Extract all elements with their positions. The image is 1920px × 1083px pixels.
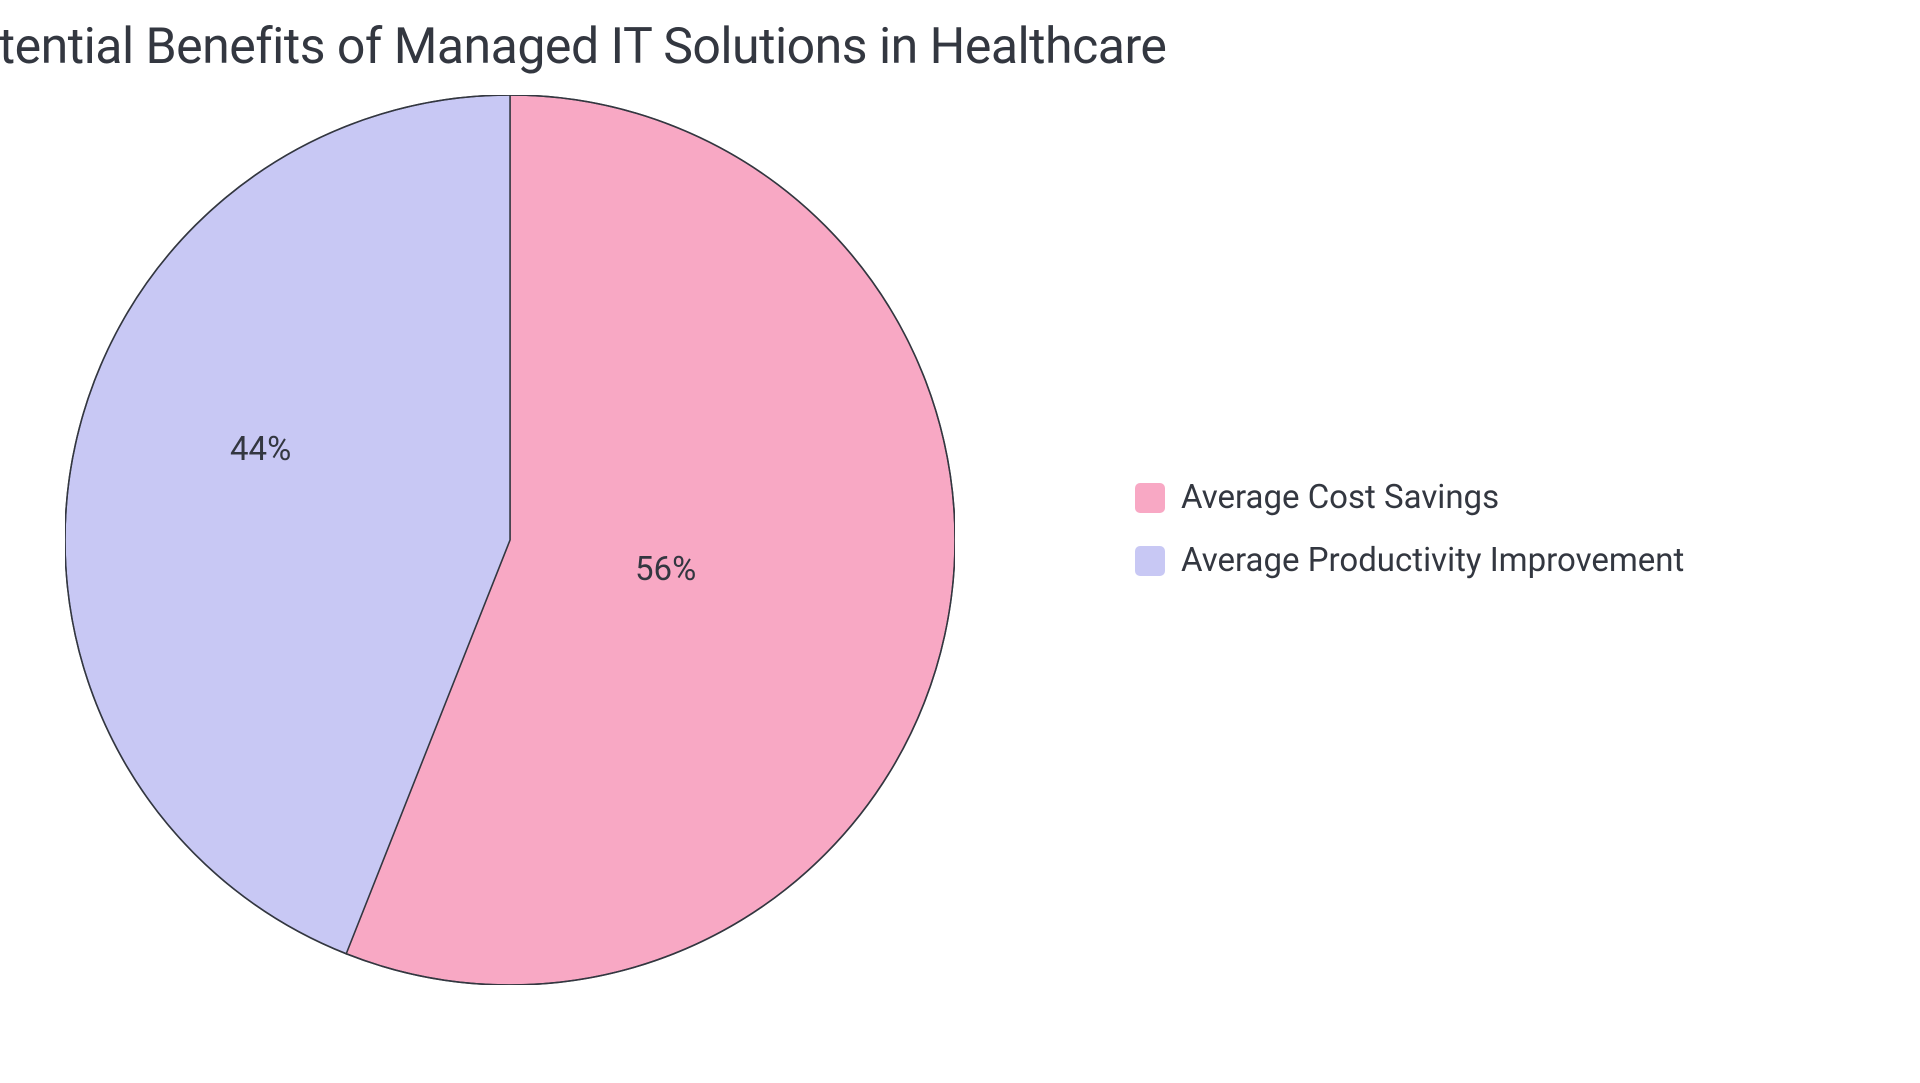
legend-text-1: Average Productivity Improvement xyxy=(1181,541,1684,580)
pie-svg xyxy=(65,95,955,985)
legend-swatch-1 xyxy=(1135,546,1165,576)
pie-chart: 56% 44% xyxy=(65,95,955,985)
legend-item-1: Average Productivity Improvement xyxy=(1135,541,1684,580)
legend-item-0: Average Cost Savings xyxy=(1135,478,1684,517)
legend-swatch-0 xyxy=(1135,483,1165,513)
legend: Average Cost Savings Average Productivity… xyxy=(1135,478,1684,580)
slice-label-0: 56% xyxy=(635,550,696,589)
slice-label-1: 44% xyxy=(230,430,291,469)
legend-text-0: Average Cost Savings xyxy=(1181,478,1499,517)
chart-title: Potential Benefits of Managed IT Solutio… xyxy=(0,18,1166,76)
